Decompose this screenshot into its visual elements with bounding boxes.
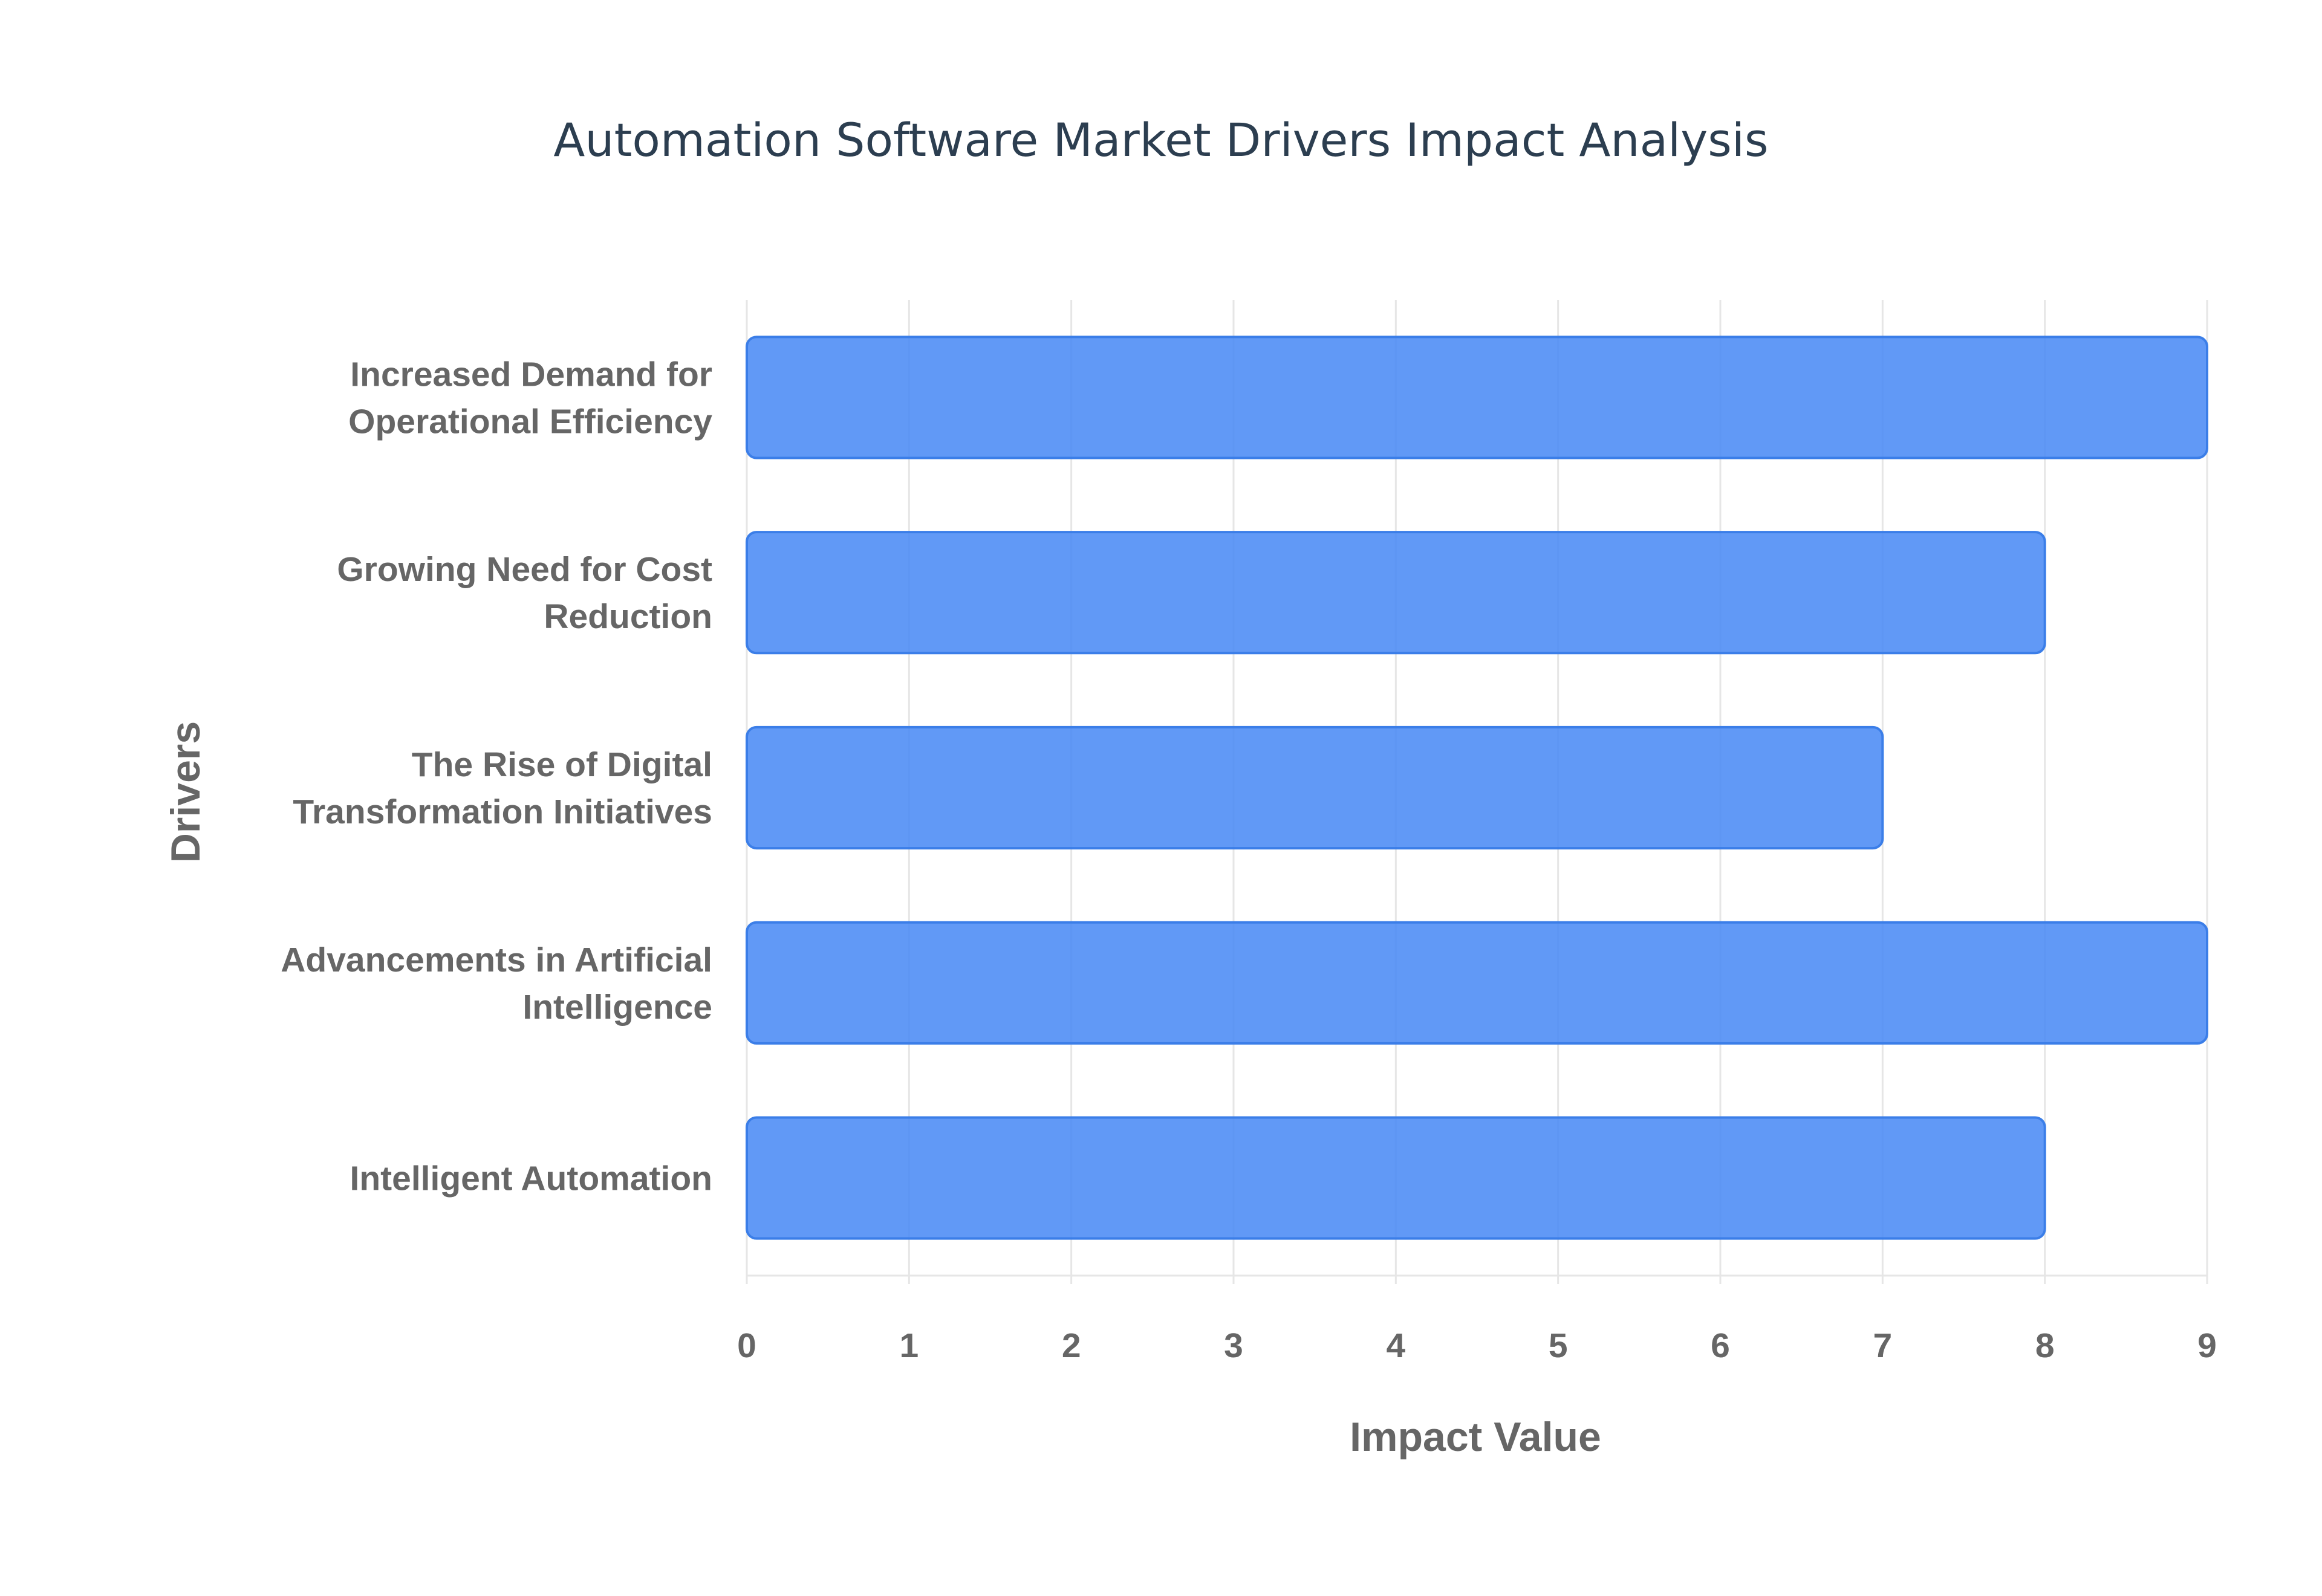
- y-tick-label: Intelligence: [522, 988, 712, 1027]
- x-tick-label: 2: [1062, 1326, 1081, 1365]
- x-tick-label: 4: [1386, 1326, 1405, 1365]
- x-tick-label: 0: [737, 1326, 756, 1365]
- y-tick-label: Increased Demand for: [350, 355, 712, 394]
- x-axis-tick-labels: 0 1 2 3 4 5 6 7 8 9: [737, 1326, 2217, 1365]
- bar: [746, 725, 1884, 850]
- bar: [746, 1116, 2046, 1240]
- bar: [746, 531, 2046, 655]
- y-axis-label: Drivers: [163, 721, 209, 863]
- x-tick-label: 7: [1873, 1326, 1892, 1365]
- x-tick-label: 6: [1711, 1326, 1730, 1365]
- y-tick-label: Reduction: [544, 597, 712, 636]
- x-tick-label: 5: [1549, 1326, 1568, 1365]
- bar: [746, 921, 2208, 1045]
- y-tick-label: Intelligent Automation: [350, 1160, 712, 1198]
- y-tick-label: Transformation Initiatives: [293, 793, 712, 831]
- y-axis-tick-labels: Increased Demand for Operational Efficien…: [281, 355, 712, 1198]
- bar: [746, 336, 2208, 459]
- bars: [746, 336, 2208, 1240]
- y-tick-label: Operational Efficiency: [348, 402, 712, 441]
- x-axis-label: Impact Value: [1350, 1414, 1601, 1460]
- chart-title: Automation Software Market Drivers Impac…: [553, 113, 1768, 167]
- x-tick-label: 8: [2035, 1326, 2055, 1365]
- y-tick-label: Growing Need for Cost: [337, 550, 712, 589]
- x-tick-label: 3: [1224, 1326, 1243, 1365]
- y-tick-label: The Rise of Digital: [412, 745, 712, 784]
- x-tick-label: 9: [2197, 1326, 2217, 1365]
- x-tick-label: 1: [899, 1326, 919, 1365]
- y-tick-label: Advancements in Artificial: [281, 941, 712, 979]
